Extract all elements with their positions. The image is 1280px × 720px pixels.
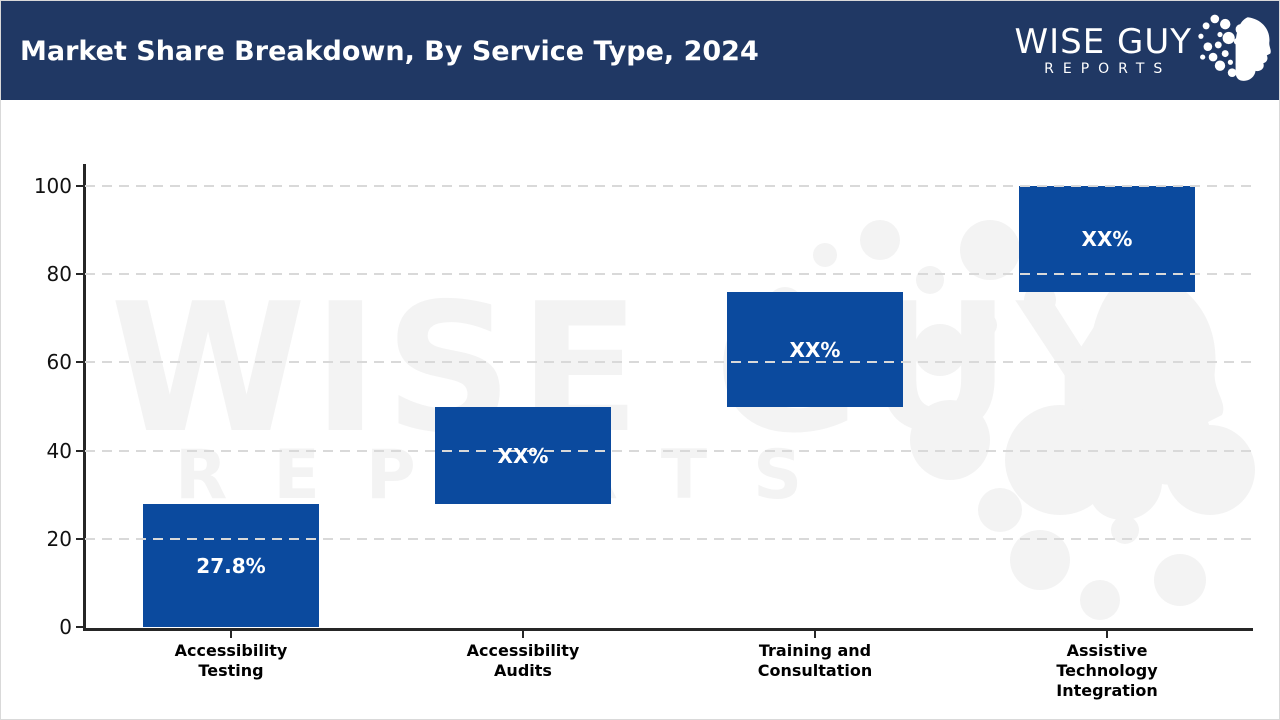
brand-logo: WISE GUY REPORTS	[1014, 8, 1272, 94]
x-category-label-line: Audits	[494, 661, 552, 680]
x-category-label-line: Testing	[198, 661, 264, 680]
y-tick-label: 40	[46, 438, 72, 463]
x-category-label: Accessibility Testing	[121, 641, 341, 681]
x-category-label-line: Assistive	[1066, 641, 1148, 660]
watermark-head-icon	[767, 220, 1255, 620]
bar-segment	[727, 291, 903, 408]
bar-value-label: XX%	[1081, 226, 1133, 251]
y-tick-mark	[76, 361, 85, 364]
x-category-label-line: Accessibility	[174, 641, 288, 660]
y-gridline	[85, 273, 1253, 276]
y-axis-line	[83, 164, 86, 631]
x-category-label-line: Training and	[758, 641, 872, 660]
y-gridline	[85, 361, 1253, 364]
y-tick-label: 0	[59, 615, 72, 639]
y-tick-mark	[76, 273, 85, 276]
page-title: Market Share Breakdown, By Service Type,…	[20, 36, 759, 67]
y-tick-mark	[76, 449, 85, 452]
y-tick-label: 60	[46, 350, 72, 375]
x-category-label-line: Integration	[1056, 681, 1158, 700]
x-category-label-line: Accessibility	[466, 641, 580, 660]
y-gridline	[85, 449, 1253, 452]
x-tick-mark	[522, 631, 524, 638]
bar-segment	[143, 504, 319, 627]
y-tick-mark	[76, 537, 85, 540]
x-tick-mark	[1106, 631, 1108, 638]
wiseguy-head-icon	[1198, 14, 1271, 81]
x-axis-line	[83, 628, 1253, 631]
brand-name: WISE GUY	[1014, 21, 1192, 62]
y-gridline	[85, 537, 1253, 540]
x-category-label: Accessibility Audits	[413, 641, 633, 681]
x-category-label-line: Technology	[1056, 661, 1158, 680]
y-tick-mark	[76, 185, 85, 187]
bar-value-label: 27.8%	[196, 553, 266, 578]
y-tick-label: 100	[33, 174, 72, 198]
y-tick-label: 80	[46, 262, 72, 287]
bar-value-label: XX%	[497, 443, 549, 468]
x-category-label: Training and Consultation	[705, 641, 925, 681]
x-category-label: Assistive Technology Integration	[997, 641, 1217, 701]
x-tick-mark	[230, 631, 232, 638]
y-tick-label: 20	[46, 526, 72, 551]
y-tick-mark	[76, 626, 85, 628]
brand-logo-text: WISE GUY REPORTS	[1014, 21, 1192, 78]
bar-value-label: XX%	[789, 337, 841, 362]
x-tick-mark	[814, 631, 816, 638]
header-bar: Market Share Breakdown, By Service Type,…	[0, 0, 1280, 100]
brand-subtitle: REPORTS	[1044, 61, 1172, 78]
y-gridline	[85, 185, 1253, 187]
x-category-label-line: Consultation	[757, 661, 873, 680]
bar-segment	[435, 407, 611, 505]
